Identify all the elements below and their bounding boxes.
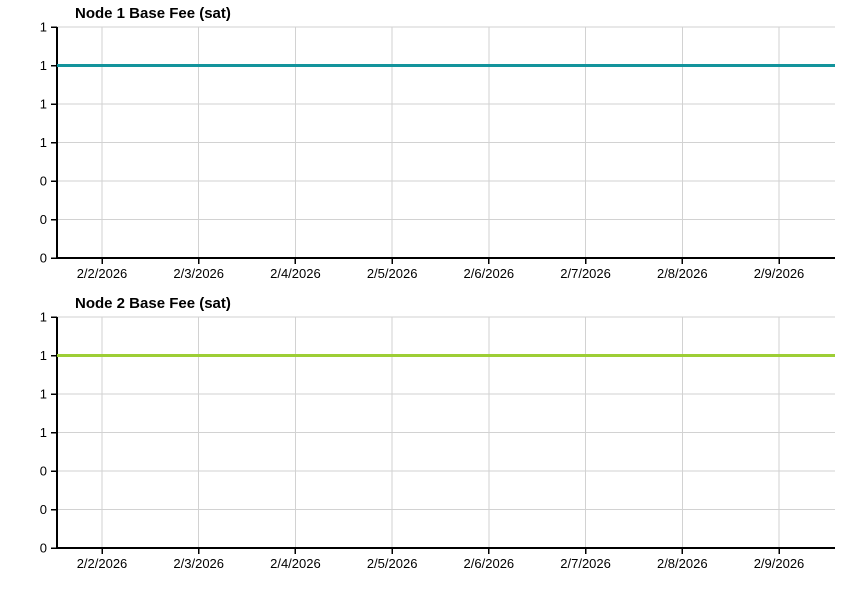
- svg-text:0: 0: [40, 464, 47, 479]
- svg-text:2/7/2026: 2/7/2026: [560, 266, 611, 281]
- svg-text:2/5/2026: 2/5/2026: [367, 556, 418, 571]
- svg-text:0: 0: [40, 251, 47, 266]
- svg-text:2/8/2026: 2/8/2026: [657, 266, 708, 281]
- svg-text:1: 1: [40, 20, 47, 35]
- svg-text:1: 1: [40, 387, 47, 402]
- svg-text:2/2/2026: 2/2/2026: [77, 556, 128, 571]
- chart-title: Node 1 Base Fee (sat): [75, 5, 231, 22]
- node2-base-fee-plot: 1 1 1 1 0 0 0 2/2/2026 2/3/2026 2/4/2026 2/5/2026 2…: [40, 310, 835, 571]
- svg-text:1: 1: [40, 348, 47, 363]
- svg-text:1: 1: [40, 135, 47, 150]
- svg-text:2/9/2026: 2/9/2026: [754, 556, 805, 571]
- svg-text:2/5/2026: 2/5/2026: [367, 266, 418, 281]
- svg-text:2/8/2026: 2/8/2026: [657, 556, 708, 571]
- svg-text:2/7/2026: 2/7/2026: [560, 556, 611, 571]
- node1-base-fee-plot: 1 1 1 1 0 0 0 2/2/2026 2/3/2026 2/4/2026 2/5/2026 2…: [40, 20, 835, 281]
- svg-text:1: 1: [40, 425, 47, 440]
- svg-text:2/6/2026: 2/6/2026: [464, 266, 515, 281]
- svg-text:2/3/2026: 2/3/2026: [173, 266, 224, 281]
- svg-text:2/4/2026: 2/4/2026: [270, 266, 321, 281]
- svg-text:2/9/2026: 2/9/2026: [754, 266, 805, 281]
- svg-text:1: 1: [40, 310, 47, 325]
- svg-text:2/2/2026: 2/2/2026: [77, 266, 128, 281]
- svg-text:2/4/2026: 2/4/2026: [270, 556, 321, 571]
- svg-text:0: 0: [40, 174, 47, 189]
- svg-text:0: 0: [40, 541, 47, 556]
- node1-base-fee-chart: 1 1 1 1 0 0 0 2/2/2026 2/3/2026 2/4/2026 2/5/2026 2…: [0, 0, 860, 290]
- svg-text:2/3/2026: 2/3/2026: [173, 556, 224, 571]
- svg-text:0: 0: [40, 212, 47, 227]
- chart-title: Node 2 Base Fee (sat): [75, 295, 231, 312]
- svg-text:2/6/2026: 2/6/2026: [464, 556, 515, 571]
- node2-base-fee-chart: 1 1 1 1 0 0 0 2/2/2026 2/3/2026 2/4/2026 2/5/2026 2…: [0, 290, 860, 580]
- svg-text:1: 1: [40, 97, 47, 112]
- svg-text:0: 0: [40, 502, 47, 517]
- svg-text:1: 1: [40, 58, 47, 73]
